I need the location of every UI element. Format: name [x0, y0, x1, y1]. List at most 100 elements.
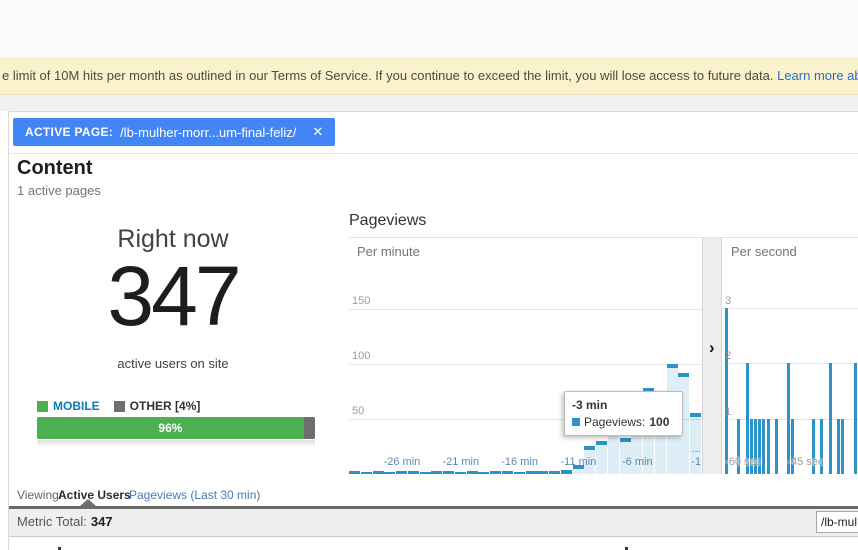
active-tab-caret-icon — [80, 499, 96, 506]
bar-cap[interactable] — [643, 388, 654, 392]
bar-cap[interactable] — [514, 472, 525, 474]
close-icon[interactable]: ✕ — [312, 124, 324, 139]
bar[interactable] — [758, 419, 761, 474]
bar-cap[interactable] — [667, 364, 678, 368]
bar-cap[interactable] — [420, 472, 431, 474]
bar-cap[interactable] — [384, 472, 395, 474]
bar-cap[interactable] — [537, 471, 548, 474]
active-users-caption: active users on site — [117, 356, 229, 371]
learn-more-link[interactable]: Learn more ab — [777, 68, 858, 83]
bar-cap[interactable] — [549, 471, 560, 474]
bar[interactable] — [775, 419, 778, 474]
viewing-label: Viewing: — [17, 488, 63, 502]
bar[interactable] — [725, 308, 728, 474]
bar-cap[interactable] — [467, 471, 478, 474]
tooltip-metric-row: Pageviews: 100 — [572, 415, 675, 429]
other-percentage-segment — [303, 417, 315, 439]
x-axis-tick-label: -21 min — [442, 456, 480, 468]
bar[interactable] — [631, 435, 642, 474]
bar[interactable] — [829, 363, 832, 474]
tab-active-users[interactable]: Active Users — [58, 488, 131, 502]
bar[interactable] — [767, 419, 770, 474]
x-axis-tick-label: -45 sec — [787, 456, 824, 468]
bar-cap[interactable] — [502, 471, 513, 474]
device-legend: MOBILE OTHER [4%] — [37, 399, 214, 413]
active-pages-count: 1 active pages — [17, 183, 101, 198]
bar-cap[interactable] — [690, 413, 701, 417]
other-swatch-icon — [113, 400, 125, 412]
bar-cap[interactable] — [490, 471, 501, 474]
bar[interactable] — [787, 363, 790, 474]
bar-cap[interactable] — [584, 446, 595, 450]
clipped-table-row — [9, 537, 858, 550]
quota-warning-text: e limit of 10M hits per month as outline… — [2, 68, 778, 83]
top-chrome-area — [0, 0, 858, 57]
tab-pageviews-last-30-min[interactable]: Pageviews (Last 30 min) — [129, 488, 261, 502]
per-second-chart[interactable]: Per second 1 2 3 -60 sec -45 sec — [723, 238, 858, 474]
bar-cap[interactable] — [443, 471, 454, 474]
gridline — [723, 363, 858, 364]
gridline — [723, 419, 858, 420]
bar-cap[interactable] — [455, 472, 466, 474]
metric-total-value: 347 — [90, 514, 113, 529]
page-filter-input[interactable] — [816, 511, 858, 533]
bar-cap[interactable] — [678, 373, 689, 377]
bar-cap[interactable] — [349, 471, 360, 474]
bar-cap[interactable] — [408, 471, 419, 474]
quota-warning-banner: e limit of 10M hits per month as outline… — [0, 57, 858, 95]
bar[interactable] — [737, 419, 740, 474]
y-axis-tick-label: 150 — [352, 295, 371, 307]
bar[interactable] — [573, 469, 584, 474]
gridline — [349, 364, 702, 365]
tooltip-metric-label: Pageviews: — [584, 415, 646, 429]
bar[interactable] — [746, 363, 749, 474]
bar[interactable] — [841, 419, 844, 474]
series-swatch-icon — [572, 418, 580, 426]
bar[interactable] — [820, 419, 823, 474]
bar[interactable] — [791, 419, 794, 474]
bar[interactable] — [596, 445, 607, 474]
y-axis-tick-label: 100 — [352, 350, 371, 362]
bar-cap[interactable] — [526, 471, 537, 474]
bar-cap[interactable] — [361, 472, 372, 474]
x-axis-tick-label: -1 — [691, 456, 701, 468]
bar-cap[interactable] — [561, 470, 572, 474]
per-minute-label: Per minute — [357, 244, 420, 259]
bar[interactable] — [678, 377, 689, 474]
bar[interactable] — [690, 417, 701, 474]
bar[interactable] — [584, 450, 595, 474]
other-label: OTHER [4%] — [129, 399, 201, 413]
tooltip-time: -3 min — [572, 398, 608, 412]
bar[interactable] — [750, 419, 753, 474]
bar[interactable] — [854, 363, 857, 474]
bar-cap[interactable] — [620, 438, 631, 442]
x-axis-tick-label: -16 min — [501, 456, 538, 468]
chevron-right-icon: › — [709, 338, 715, 357]
bar-cap[interactable] — [573, 465, 584, 469]
bar[interactable] — [655, 412, 666, 474]
bar[interactable] — [762, 419, 765, 474]
bar[interactable] — [608, 436, 619, 474]
device-split-bar: 96% — [37, 417, 315, 439]
bar-cap[interactable] — [431, 471, 442, 474]
bar-cap[interactable] — [373, 471, 384, 474]
x-axis-tick-label: -60 sec — [725, 456, 762, 468]
bar[interactable] — [837, 419, 840, 474]
per-minute-chart[interactable]: Per minute -3 min Pageviews: 100 50 100 15… — [349, 238, 702, 474]
bar[interactable] — [754, 419, 757, 474]
y-axis-tick-label: 1 — [725, 406, 732, 418]
chart-tooltip: -3 min Pageviews: 100 — [564, 391, 683, 436]
bar-cap[interactable] — [478, 472, 489, 474]
bar-cap[interactable] — [396, 471, 407, 474]
chip-label: ACTIVE PAGE: — [25, 125, 114, 139]
bar[interactable] — [812, 419, 815, 474]
bar-cap[interactable] — [596, 441, 607, 445]
section-title: Content — [17, 157, 93, 179]
clipped-content-mark — [625, 547, 628, 550]
bar[interactable] — [620, 442, 631, 474]
metric-total-label: Metric Total: — [17, 514, 87, 529]
chart-collapse-handle[interactable]: › — [702, 238, 722, 474]
right-now-title: Right now — [117, 225, 229, 253]
x-axis-tick-label: -11 min — [560, 456, 597, 468]
active-users-count: 347 — [107, 249, 241, 343]
